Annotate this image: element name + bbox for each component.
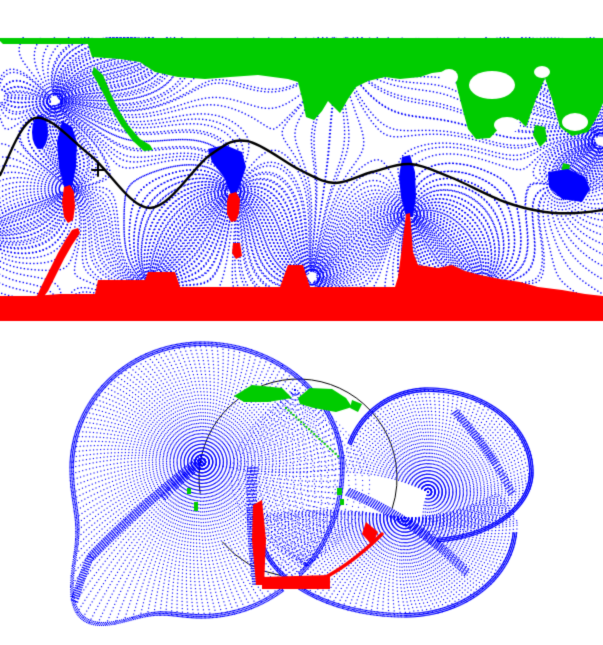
top-panel-equirectangular-map (0, 37, 603, 321)
bottom-panel-3d-sphere-view (0, 330, 603, 645)
